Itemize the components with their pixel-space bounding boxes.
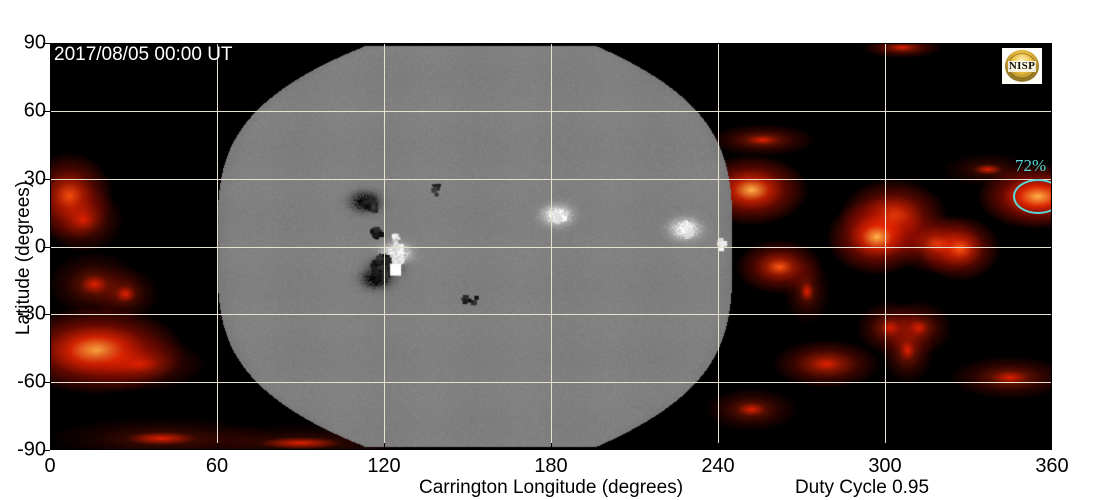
coronal-hole-blob <box>50 186 124 252</box>
x-tick-label: 60 <box>205 455 229 477</box>
y-tick-label: 0 <box>34 235 46 257</box>
y-tick-mark <box>43 450 50 451</box>
y-axis-label: Latitude (degrees) <box>13 180 34 336</box>
coronal-hole-blob <box>72 336 206 392</box>
sun-emblem-icon: NISP <box>1005 50 1039 82</box>
y-tick-mark <box>43 43 50 44</box>
coronal-hole-blob <box>861 43 942 59</box>
y-tick-label: 60 <box>23 99 46 122</box>
gridline-vertical <box>885 43 886 450</box>
x-tick-mark <box>217 443 218 450</box>
x-tick-mark <box>384 443 385 450</box>
x-tick-label: 120 <box>367 455 401 477</box>
gridline-horizontal <box>50 247 1052 248</box>
y-tick-mark <box>43 382 50 384</box>
gridline-vertical <box>718 43 719 450</box>
gridline-vertical <box>217 43 218 450</box>
y-tick-mark <box>43 314 50 316</box>
gridline-vertical <box>384 43 385 450</box>
x-tick-label: 240 <box>701 455 735 477</box>
y-tick-label: -60 <box>17 370 46 393</box>
y-tick-label: 90 <box>23 31 46 54</box>
coronal-hole-marker-circle <box>1013 179 1052 215</box>
x-tick-mark <box>718 443 719 450</box>
y-tick-label: -30 <box>17 302 46 325</box>
observation-timestamp: 2017/08/05 00:00 UT <box>54 44 233 65</box>
coronal-hole-blob <box>694 154 809 226</box>
x-tick-label: 360 <box>1035 455 1069 477</box>
gridline-horizontal <box>50 314 1052 315</box>
gridline-horizontal <box>50 111 1052 112</box>
gridline-vertical <box>551 43 552 450</box>
y-tick-label: 30 <box>23 167 46 190</box>
coronal-hole-blob <box>880 317 934 384</box>
x-tick-mark <box>885 443 886 450</box>
x-tick-label: 180 <box>534 455 568 477</box>
y-tick-mark <box>43 178 50 180</box>
y-tick-label: -90 <box>17 438 46 461</box>
gridline-horizontal <box>50 382 1052 383</box>
coronal-hole-percent-label: 72% <box>1015 156 1047 176</box>
duty-cycle-label: Duty Cycle 0.95 <box>794 477 930 498</box>
nisp-logo: NISP <box>1002 48 1042 84</box>
nisp-logo-text: NISP <box>1007 59 1037 72</box>
coronal-hole-blob <box>950 355 1052 400</box>
y-tick-mark <box>43 110 50 112</box>
x-axis-label: Carrington Longitude (degrees) <box>418 477 684 498</box>
coronal-hole-blob <box>920 216 1001 282</box>
x-tick-mark <box>551 443 552 450</box>
x-tick-label: 300 <box>868 455 902 477</box>
coronal-hole-blob <box>709 123 816 157</box>
synoptic-map-plot-area: 2017/08/05 00:00 UT 72% NISP <box>50 43 1052 450</box>
x-tick-label: 0 <box>44 455 56 477</box>
gridline-horizontal <box>50 179 1052 180</box>
y-tick-mark <box>43 246 50 248</box>
